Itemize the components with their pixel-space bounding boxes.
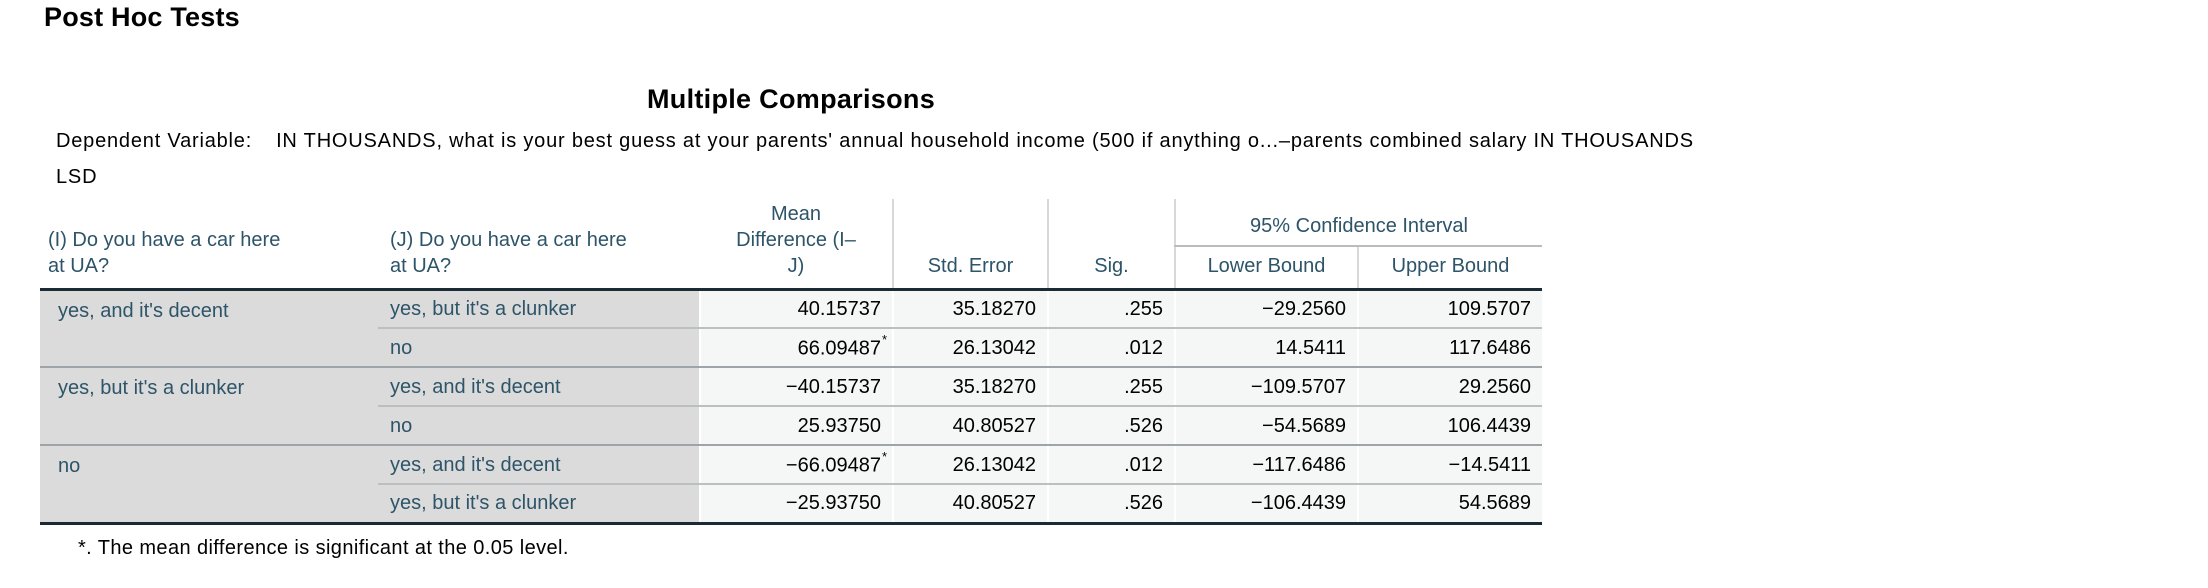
cell-value: 117.6486 [1449,336,1532,359]
cell-value: 106.4439 [1447,414,1532,437]
column-header-sig: Sig. [1047,199,1175,291]
std-error-cell: 40.80527 [892,484,1048,525]
std-error-cell: 40.80527 [892,406,1048,446]
table-header: (I) Do you have a car here at UA? (J) Do… [40,199,1543,291]
std-error-cell: 35.18270 [892,367,1048,407]
cell-value: 54.5689 [1458,492,1532,515]
header-row-bottom: Lower Bound Upper Bound [40,246,1543,291]
mean-difference-cell: −25.93750 [699,484,893,525]
cell-value: 66.09487 [797,337,881,360]
std-error-cell: 35.18270 [892,289,1048,329]
table-title: Multiple Comparisons [646,84,936,114]
column-header-j: (J) Do you have a car here at UA? [378,199,700,291]
cell-value: 40.80527 [952,492,1036,515]
multiple-comparisons-table: (I) Do you have a car here at UA? (J) Do… [40,199,1543,525]
cell-value: −66.09487 [785,454,881,477]
cell-value: .012 [1124,336,1163,359]
cell-value: −25.93750 [785,492,881,515]
cell-value: −14.5411 [1448,453,1532,476]
cell-value: −54.5689 [1262,414,1346,437]
j-category-cell: yes, and it's decent [378,367,700,407]
cell-value: 35.18270 [952,297,1036,320]
upper-bound-cell: 29.2560 [1356,367,1543,407]
sig-cell: .255 [1047,367,1175,407]
j-category-cell: no [378,406,700,446]
lower-bound-cell: −29.2560 [1174,289,1358,329]
upper-bound-cell: 117.6486 [1356,328,1543,368]
table-row: no yes, and it's decent −66.09487* 26.13042… [40,445,1543,525]
upper-bound-cell: 106.4439 [1356,406,1543,446]
mean-difference-cell: 66.09487* [699,328,893,368]
j-category-cell: no [378,328,700,368]
lower-bound-cell: 14.5411 [1174,328,1358,368]
lower-bound-cell: −117.6486 [1174,445,1358,485]
sig-cell: .012 [1047,328,1175,368]
upper-bound-cell: 54.5689 [1356,484,1543,525]
cell-value: −109.5707 [1250,375,1346,398]
i-category-cell: no [40,445,378,525]
table-row: yes, but it's a clunker −25.93750 40.80527… [40,484,1543,525]
table-row: no 66.09487* 26.13042 .012 14.5411 117.6486 [40,328,1543,368]
std-error-cell: 26.13042 [892,445,1048,485]
cell-value: 29.2560 [1458,375,1532,398]
cell-value: −117.6486 [1252,453,1346,476]
cell-value: .255 [1124,297,1163,320]
section-title: Post Hoc Tests [44,2,240,32]
mean-difference-cell: −40.15737 [699,367,893,407]
i-category-cell: yes, but it's a clunker [40,367,378,446]
cell-value: −40.15737 [785,375,881,398]
cell-value: .012 [1124,453,1163,476]
mean-difference-cell: 40.15737 [699,289,893,329]
column-header-mean-difference: Mean Difference (I– J) [700,199,893,291]
j-category-cell: yes, and it's decent [378,445,700,485]
lower-bound-cell: −106.4439 [1174,484,1358,525]
cell-value: −29.2560 [1262,297,1346,320]
table-row: no 25.93750 40.80527 .526 −54.5689 106.4439 [40,406,1543,446]
cell-value: 40.15737 [797,297,881,320]
cell-value: 35.18270 [952,375,1036,398]
mean-difference-cell: 25.93750 [699,406,893,446]
cell-value: 40.80527 [952,414,1036,437]
mean-difference-cell: −66.09487* [699,445,893,485]
table-row: yes, and it's decent yes, but it's a clun… [40,289,1543,368]
dependent-variable-line: Dependent Variable: IN THOUSANDS, what is… [56,130,1694,153]
cell-value: 25.93750 [797,414,881,437]
j-category-cell: yes, but it's a clunker [378,484,700,525]
column-header-i: (I) Do you have a car here at UA? [40,199,378,291]
table-row: yes, but it's a clunker yes, and it's dec… [40,367,1543,446]
sig-cell: .255 [1047,289,1175,329]
cell-value: 109.5707 [1447,297,1532,320]
dependent-variable-label: Dependent Variable: [56,130,253,152]
column-header-lower-bound: Lower Bound [1174,246,1358,291]
cell-value: .526 [1124,492,1163,515]
cell-value: 14.5411 [1275,336,1346,359]
j-category-cell: yes, but it's a clunker [378,289,700,329]
sig-cell: .526 [1047,406,1175,446]
column-header-std-error: Std. Error [892,199,1048,291]
significance-footnote: *. The mean difference is significant at… [78,537,569,559]
std-error-cell: 26.13042 [892,328,1048,368]
upper-bound-cell: 109.5707 [1356,289,1543,329]
lower-bound-cell: −109.5707 [1174,367,1358,407]
sig-cell: .012 [1047,445,1175,485]
header-row-top: (I) Do you have a car here at UA? (J) Do… [40,199,1543,291]
cell-value: .255 [1124,375,1163,398]
cell-value: .526 [1124,414,1163,437]
comparisons-table-body: yes, and it's decent yes, but it's a clun… [40,289,1543,525]
i-category-cell: yes, and it's decent [40,289,378,368]
cell-value: 26.13042 [952,336,1036,359]
dependent-variable-value: IN THOUSANDS, what is your best guess at… [276,130,1694,152]
column-header-confidence-interval: 95% Confidence Interval [1173,199,1543,247]
sig-cell: .526 [1047,484,1175,525]
lower-bound-cell: −54.5689 [1174,406,1358,446]
column-header-upper-bound: Upper Bound [1356,246,1543,291]
cell-value: −106.4439 [1250,492,1346,515]
method-label: LSD [56,166,98,188]
cell-value: 26.13042 [952,453,1036,476]
upper-bound-cell: −14.5411 [1356,445,1543,485]
